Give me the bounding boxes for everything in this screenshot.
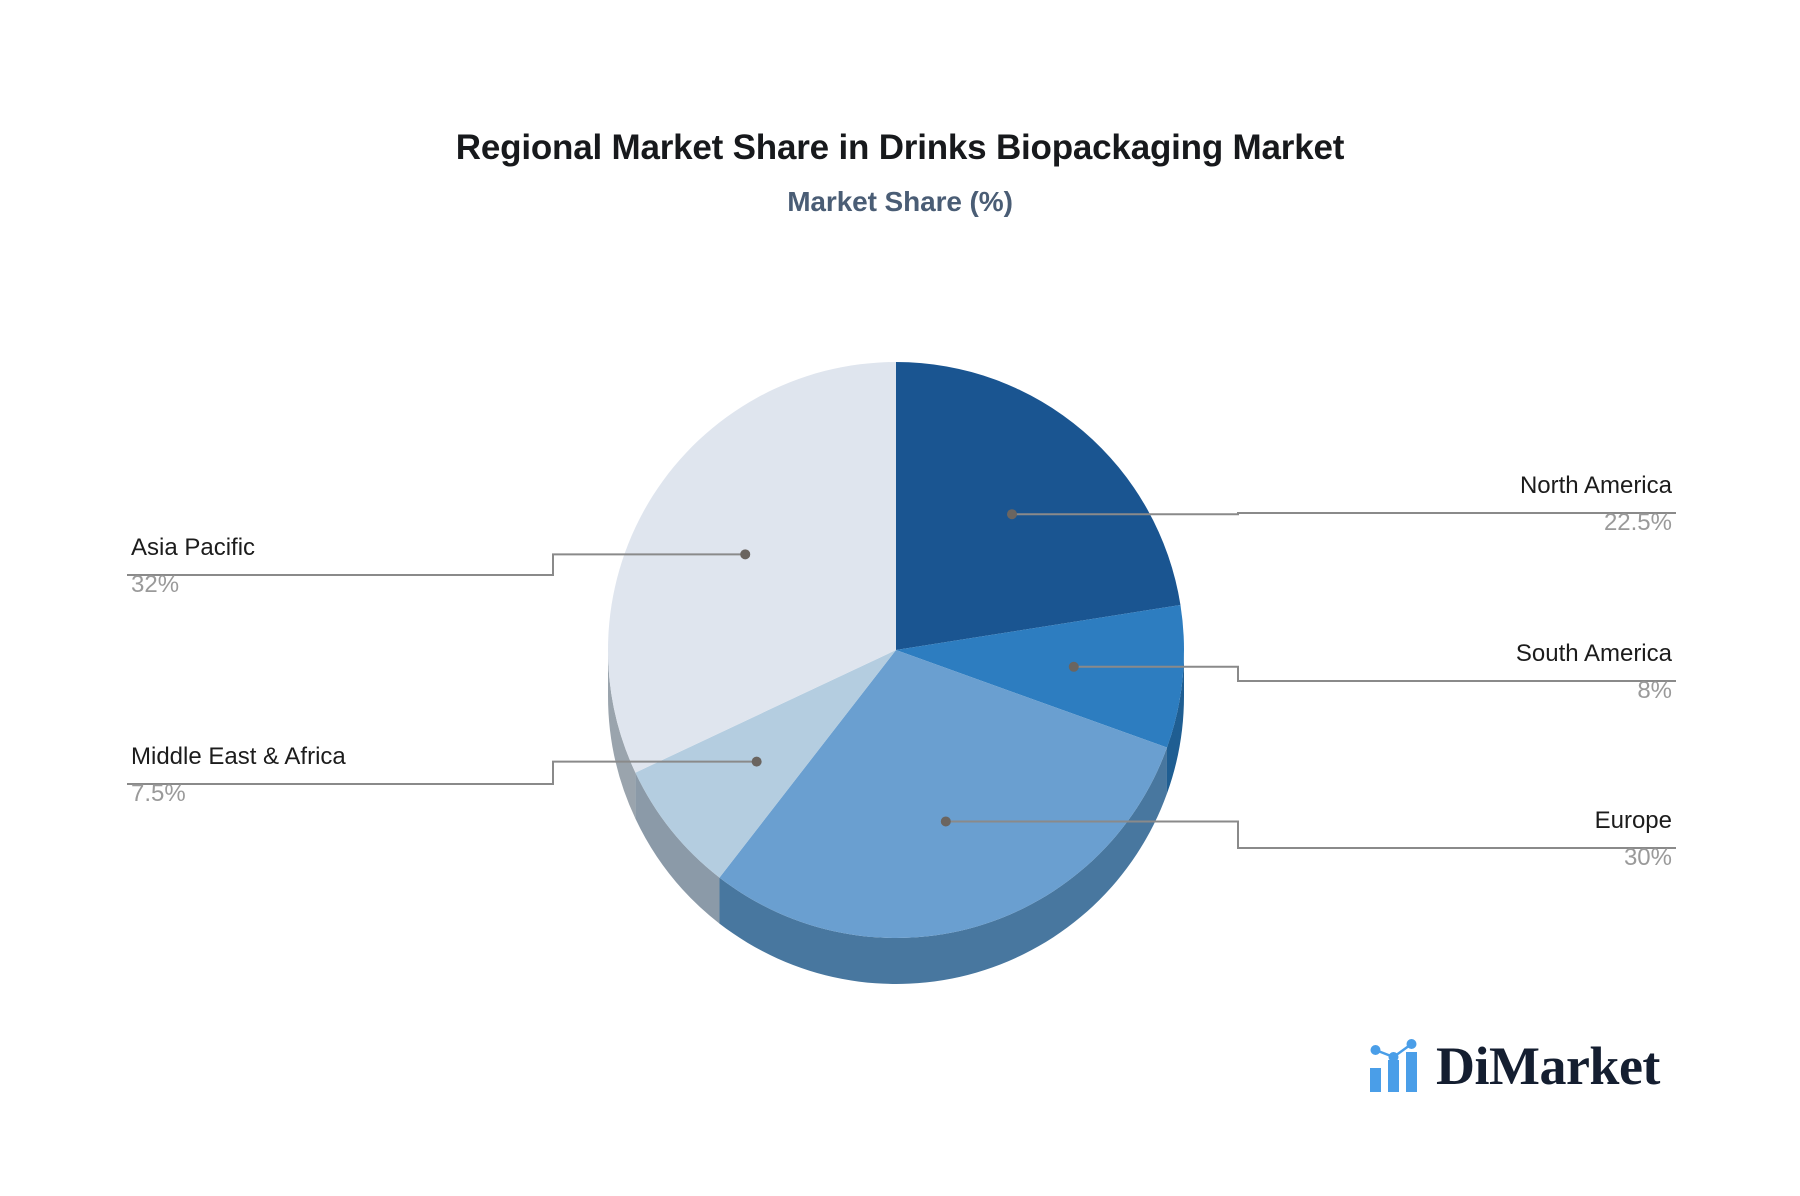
slice-label-asia-pacific[interactable]: Asia Pacific 32% [131,534,256,599]
slice-label-text: South America [1515,640,1672,667]
pie-slice[interactable] [896,604,1184,748]
slice-value-text: 22.5% [1603,509,1672,537]
pie-slice-side [719,747,1167,984]
leader-dot [1068,661,1079,672]
pie-top-faces [607,362,1184,938]
slice-label-text: North America [1519,472,1672,499]
leader-dot [740,549,751,560]
leader-line [127,760,757,785]
pie-slice-side [608,650,636,819]
leader-line [127,553,746,576]
leader-line [1011,512,1676,516]
slice-label-text: Europe [1594,807,1672,834]
bar-chart-icon [1370,1039,1417,1092]
slice-label-text: Middle East & Africa [131,743,346,770]
pie-slice-side [635,772,720,924]
chart-title: Regional Market Share in Drinks Biopacka… [455,128,1345,167]
slice-value-text: 7.5% [131,780,186,808]
slice-value-text: 30% [1623,844,1672,872]
pie-slice-side [1166,650,1184,794]
brand-logo: DiMarket [1368,1038,1660,1094]
pie-slice[interactable] [896,362,1181,650]
leader-line [945,820,1676,849]
pie-slice[interactable] [635,650,896,878]
pie-leader-lines [127,509,1676,849]
slice-value-text: 8% [1637,677,1672,705]
slice-label-north-america[interactable]: North America 22.5% [1519,472,1672,537]
slice-label-europe[interactable]: Europe 30% [1594,807,1672,872]
pie-slice[interactable] [607,362,896,773]
slice-label-text: Asia Pacific [131,534,256,561]
chart-subtitle: Market Share (%) [787,186,1013,217]
leader-line [1073,665,1676,682]
pie-slice[interactable] [719,650,1167,938]
leader-dot [751,756,762,767]
slice-label-middle-east-africa[interactable]: Middle East & Africa 7.5% [131,743,346,808]
leader-dot [1006,509,1017,520]
slice-label-south-america[interactable]: South America 8% [1515,640,1672,705]
slice-value-text: 32% [131,571,180,599]
leader-dot [940,816,951,827]
pie-3d-sides [608,650,1184,984]
brand-name: DiMarket [1436,1036,1660,1096]
